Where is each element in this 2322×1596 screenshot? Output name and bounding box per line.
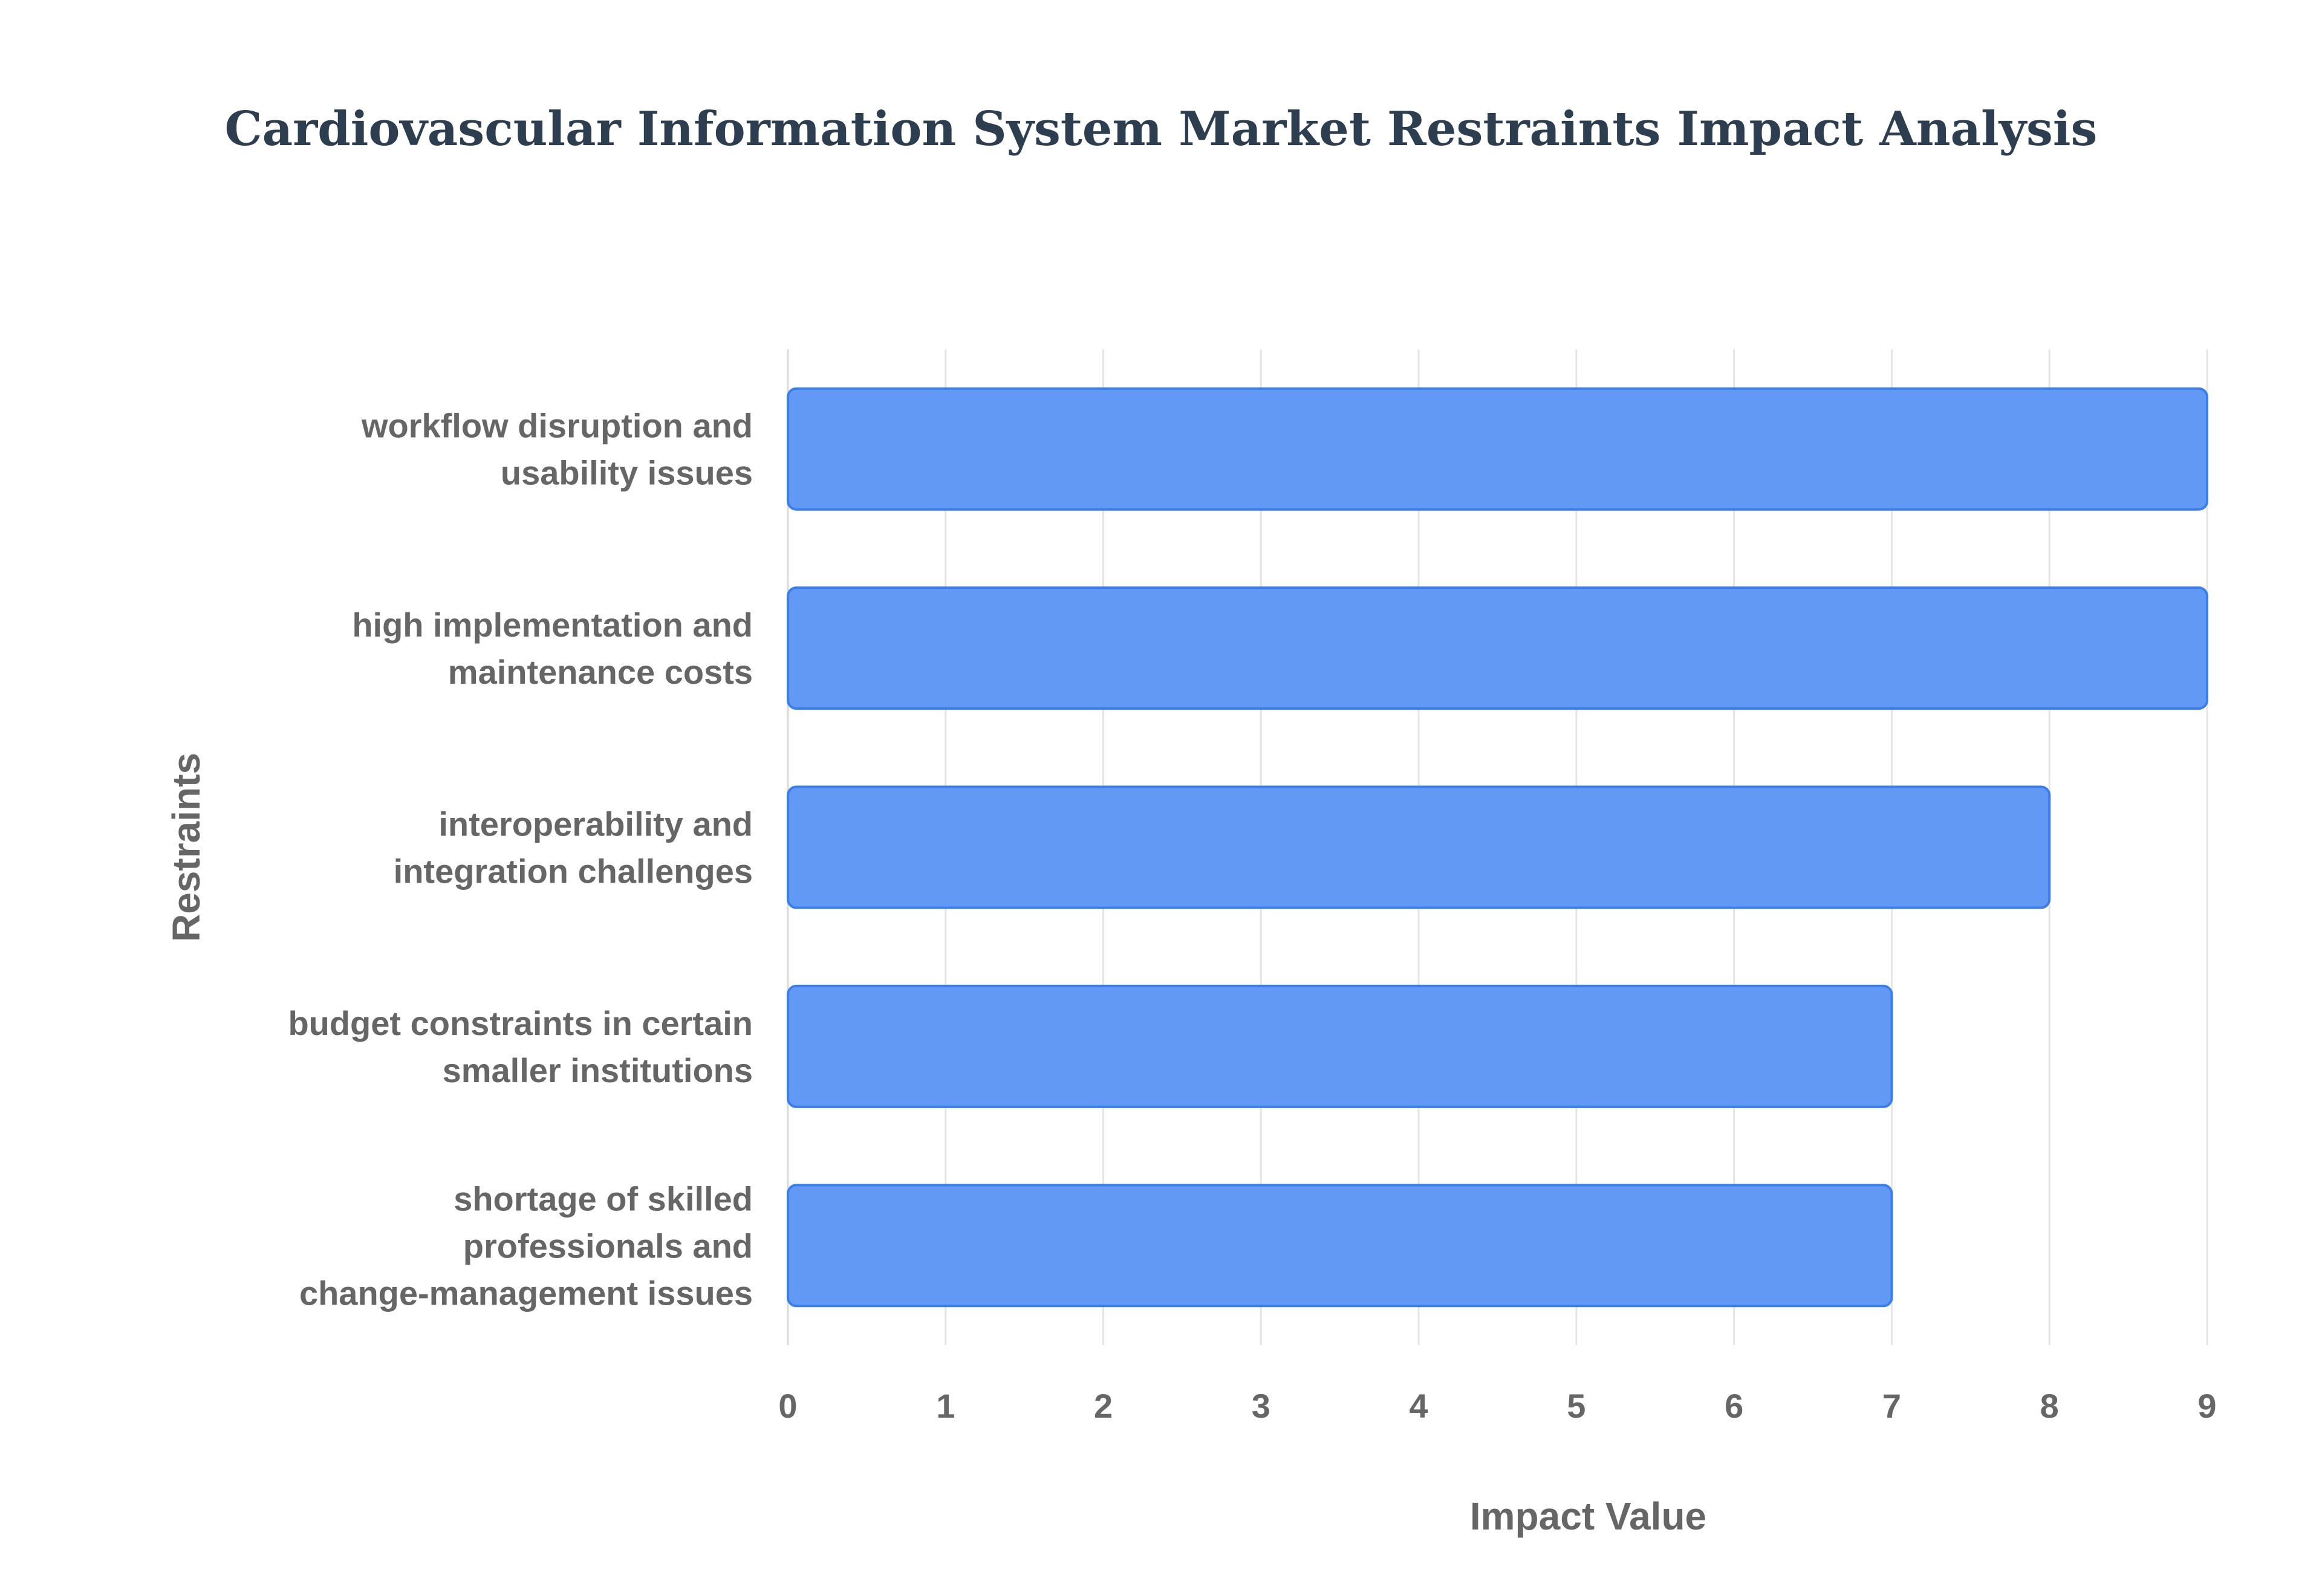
bar [787, 1184, 1893, 1308]
x-tick-label: 7 [1882, 1387, 1901, 1425]
x-tick-label: 2 [1094, 1387, 1113, 1425]
x-tick-label: 9 [2197, 1387, 2216, 1425]
category-label: workflow disruption and [361, 407, 753, 445]
category-label: interoperability and [438, 805, 753, 843]
category-label: high implementation and [352, 606, 753, 644]
x-tick-label: 1 [936, 1387, 955, 1425]
bar [787, 586, 2208, 710]
x-tick-label: 4 [1410, 1387, 1428, 1425]
bar [787, 785, 2051, 909]
category-label: integration challenges [394, 852, 753, 890]
category-label: professionals and [463, 1227, 753, 1265]
category-label: shortage of skilled [454, 1179, 753, 1218]
bar [787, 984, 1893, 1108]
category-label: smaller institutions [443, 1051, 753, 1089]
chart-title: Cardiovascular Information System Market… [224, 102, 2098, 157]
category-label: usability issues [501, 454, 753, 492]
x-tick-label: 6 [1725, 1387, 1743, 1425]
x-tick-label: 8 [2040, 1387, 2059, 1425]
category-label: maintenance costs [448, 653, 753, 691]
x-tick-label: 5 [1567, 1387, 1585, 1425]
x-tick-label: 0 [778, 1387, 797, 1425]
y-axis-title: Restraints [164, 753, 208, 942]
category-label: change-management issues [299, 1274, 753, 1312]
x-axis-title: Impact Value [1470, 1494, 1706, 1538]
x-tick-label: 3 [1252, 1387, 1270, 1425]
category-label: budget constraints in certain [288, 1004, 753, 1042]
bar [787, 387, 2208, 511]
